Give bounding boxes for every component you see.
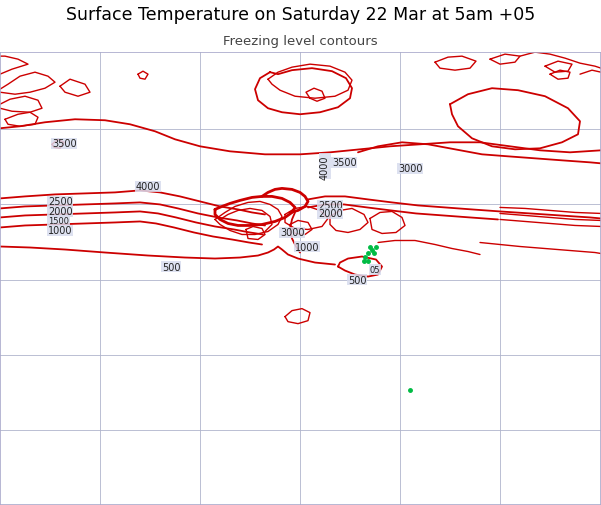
Text: 4000: 4000	[136, 182, 160, 192]
Text: 3000: 3000	[398, 164, 423, 174]
Text: 1500: 1500	[48, 217, 69, 226]
Text: 2500: 2500	[48, 197, 73, 207]
Text: 1000: 1000	[295, 242, 320, 252]
Text: 2500: 2500	[318, 201, 343, 211]
Text: 2000: 2000	[318, 209, 343, 219]
Text: Freezing level contours: Freezing level contours	[223, 35, 378, 48]
Text: 500: 500	[162, 262, 180, 272]
Text: 05: 05	[370, 266, 380, 275]
Text: 1000: 1000	[48, 226, 73, 236]
Text: 3500: 3500	[332, 158, 356, 168]
Text: Surface Temperature on Saturday 22 Mar at 5am +05: Surface Temperature on Saturday 22 Mar a…	[66, 6, 535, 24]
Text: 500: 500	[348, 275, 367, 285]
Text: 2000: 2000	[48, 207, 73, 217]
Text: 4000: 4000	[320, 155, 330, 179]
Text: 3000: 3000	[280, 228, 305, 238]
Text: 3500: 3500	[52, 139, 76, 149]
